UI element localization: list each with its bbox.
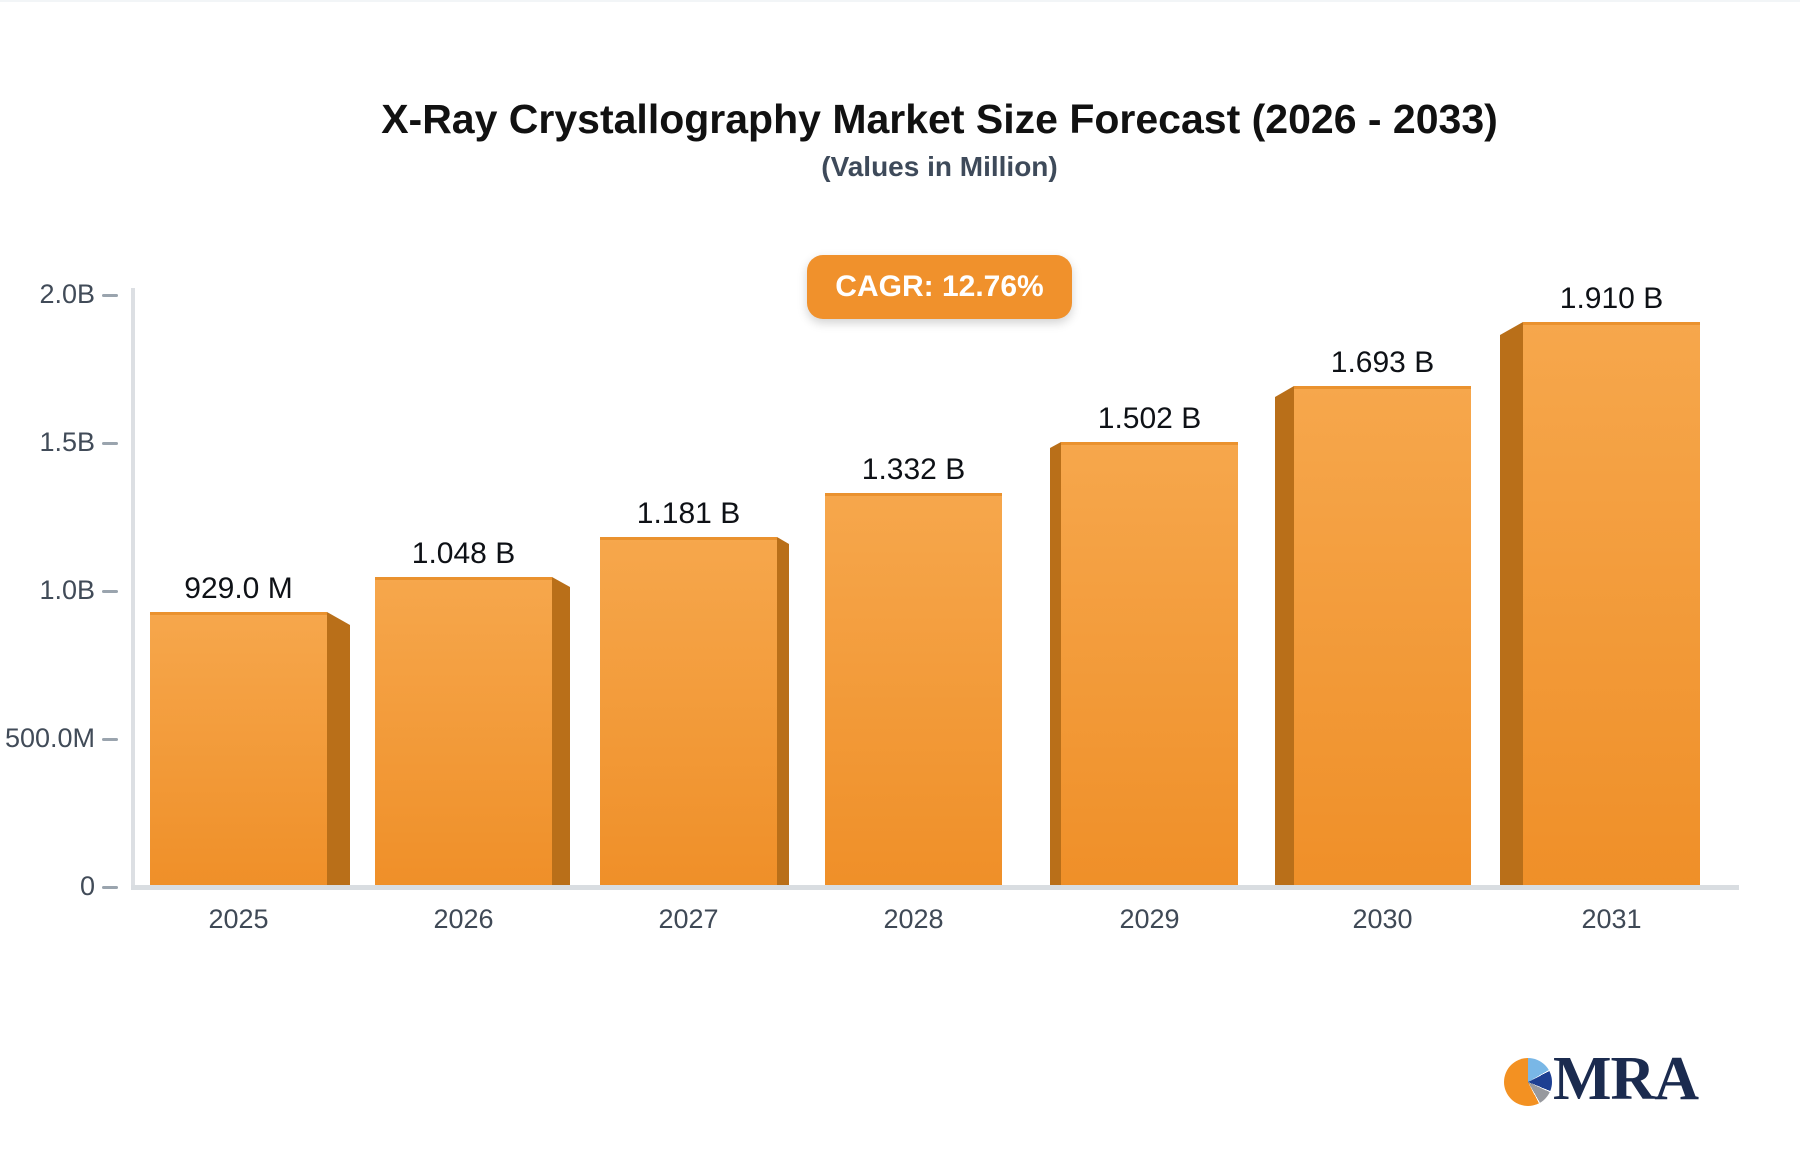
bar-top-edge [825, 493, 1002, 496]
y-tick-label: 0 [79, 871, 95, 901]
bar-value-label: 1.910 B [1559, 282, 1664, 315]
y-tick [102, 590, 118, 593]
bar-front-face [825, 493, 1002, 890]
y-tick [102, 442, 118, 445]
bar-2028 [825, 493, 1002, 890]
bar-front-face [375, 577, 552, 890]
x-axis-label: 2031 [1581, 904, 1642, 934]
bar-top-edge [375, 577, 552, 580]
x-axis-label: 2026 [433, 904, 494, 934]
x-axis-label: 2030 [1352, 904, 1413, 934]
mra-logo: MRA [1504, 1034, 1764, 1124]
bar-side-face [327, 612, 350, 890]
y-tick-label: 2.0B [39, 279, 95, 309]
bar-side-face [1050, 442, 1061, 890]
x-axis-label: 2025 [208, 904, 269, 934]
bar-front-face [1061, 442, 1238, 890]
cagr-badge: CAGR: 12.76% [807, 255, 1072, 319]
x-axis-label: 2027 [658, 904, 719, 934]
x-axis-line [131, 885, 1739, 890]
bar-value-label: 1.332 B [861, 453, 966, 486]
bar-value-label: 1.502 B [1097, 402, 1202, 435]
bar-top-edge [1294, 386, 1471, 389]
y-axis-line [131, 288, 135, 890]
x-axis-label: 2028 [883, 904, 944, 934]
y-tick [102, 738, 118, 741]
logo-text: MRA [1553, 1045, 1699, 1113]
bar-side-face [1275, 386, 1294, 890]
bar-top-edge [150, 612, 327, 615]
cagr-badge-row: CAGR: 12.76% [131, 255, 1748, 319]
bar-value-label: 1.693 B [1330, 346, 1435, 379]
bar-top-edge [1523, 322, 1700, 325]
bar-side-face [552, 577, 570, 890]
bar-front-face [150, 612, 327, 890]
chart-title: X-Ray Crystallography Market Size Foreca… [381, 96, 1498, 142]
y-tick [102, 886, 118, 889]
y-tick-label: 1.0B [39, 575, 95, 605]
bar-side-face [777, 537, 789, 890]
y-tick [102, 294, 118, 297]
bar-value-label: 1.181 B [636, 497, 741, 530]
bar-value-label: 929.0 M [184, 572, 293, 605]
bar-front-face [1294, 386, 1471, 890]
bar-front-face [1523, 322, 1700, 890]
bar-2029 [1050, 442, 1238, 890]
bar-side-face [1500, 322, 1523, 890]
bar-top-edge [1061, 442, 1238, 445]
bar-2026 [375, 577, 570, 890]
bar-2027 [600, 537, 789, 890]
chart-subtitle: (Values in Million) [821, 151, 1058, 182]
bar-front-face [600, 537, 777, 890]
bar-2031 [1500, 322, 1700, 890]
bar-top-edge [600, 537, 777, 540]
y-tick-label: 500.0M [4, 723, 95, 753]
pie-chart-logo-icon [1504, 1058, 1552, 1106]
bar-2030 [1275, 386, 1471, 890]
y-tick-label: 1.5B [39, 427, 95, 457]
bar-value-label: 1.048 B [411, 537, 516, 570]
x-axis-label: 2029 [1119, 904, 1180, 934]
bar-2025 [150, 612, 350, 890]
